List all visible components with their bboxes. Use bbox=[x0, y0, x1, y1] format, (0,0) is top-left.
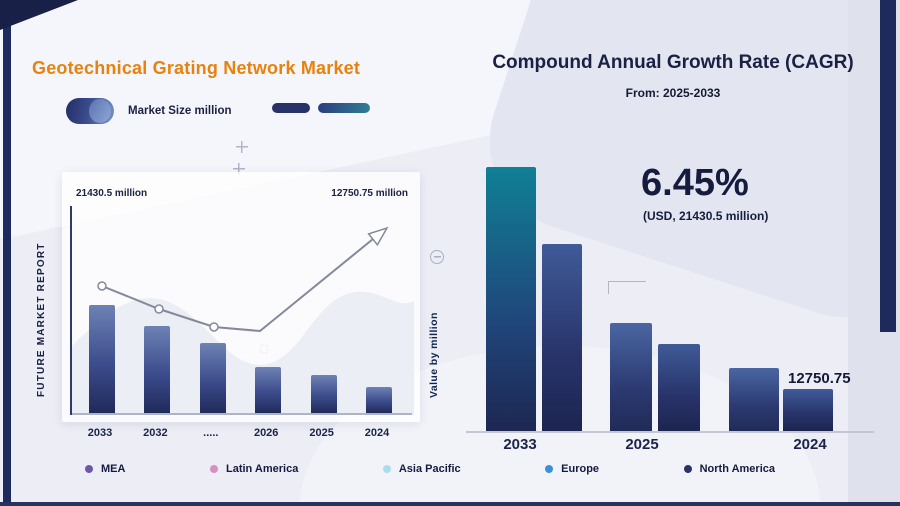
left-x-label-2033: 2033 bbox=[87, 427, 113, 439]
end-market-value-annotation: 12750.75 bbox=[788, 370, 851, 387]
legend-dot bbox=[85, 465, 93, 473]
market-title: Geotechnical Grating Network Market bbox=[32, 58, 361, 78]
legend-item-north-america: North America bbox=[683, 463, 775, 475]
cagr-value: 6.45% bbox=[641, 162, 749, 204]
cylinder-cap bbox=[89, 99, 111, 123]
pill-gradient bbox=[318, 103, 370, 113]
market-size-bar-..... bbox=[199, 343, 226, 413]
market-size-bar-2024 bbox=[366, 387, 392, 413]
legend-dot bbox=[683, 465, 692, 473]
cagr-title: Compound Annual Growth Rate (CAGR) bbox=[492, 52, 854, 73]
legend-pills bbox=[272, 103, 370, 113]
legend-label: Europe bbox=[561, 463, 600, 475]
left-x-label-2026: 2026 bbox=[253, 427, 279, 439]
market-size-bar-2026 bbox=[255, 367, 282, 413]
market-size-legend-label: Market Size million bbox=[128, 105, 232, 117]
plus-decoration-icon bbox=[236, 141, 248, 153]
start-value-label: 21430.5 million bbox=[76, 188, 148, 199]
trend-marker bbox=[209, 322, 219, 332]
legend-label: Asia Pacific bbox=[398, 463, 461, 475]
trend-marker bbox=[154, 304, 164, 314]
right-chart-y-axis-label: Value by million bbox=[428, 312, 440, 398]
cagr-period: From: 2025-2033 bbox=[625, 86, 721, 100]
legend-label: North America bbox=[699, 463, 775, 475]
right-edge-accent-bar bbox=[880, 0, 896, 332]
market-size-bar-2033 bbox=[89, 305, 115, 413]
left-x-label-2032: 2032 bbox=[143, 427, 168, 439]
right-chart-baseline bbox=[466, 431, 874, 433]
cylinder-icon bbox=[66, 98, 114, 124]
legend-item-mea: MEA bbox=[85, 463, 125, 475]
cagr-usd-value: (USD, 21430.5 million) bbox=[643, 209, 769, 223]
legend-item-latin-america: Latin America bbox=[209, 463, 299, 475]
legend-dot bbox=[545, 465, 554, 473]
pill-navy bbox=[272, 103, 310, 113]
bottom-edge-accent-bar bbox=[0, 502, 900, 506]
circle-minus-decoration-icon bbox=[430, 250, 444, 264]
trend-marker bbox=[97, 281, 107, 291]
corner-triangle bbox=[0, 0, 78, 30]
market-size-bar-2025 bbox=[310, 375, 337, 413]
end-value-label: 12750.75 million bbox=[331, 188, 408, 199]
legend-item-europe: Europe bbox=[545, 463, 599, 475]
legend-dot bbox=[382, 465, 391, 473]
market-size-chart-panel: 21430.5 million 12750.75 million bbox=[62, 172, 420, 422]
left-edge-accent-bar bbox=[3, 12, 11, 504]
left-x-label-.....: ..... bbox=[203, 427, 219, 439]
legend-dot bbox=[209, 465, 218, 473]
trend-line-with-arrow bbox=[97, 226, 389, 333]
left-chart-y-axis-label: FUTURE MARKET REPORT bbox=[36, 242, 47, 398]
legend-label: MEA bbox=[101, 463, 126, 475]
market-size-legend: Market Size million bbox=[66, 98, 232, 124]
legend-item-asia-pacific: Asia Pacific bbox=[382, 463, 461, 475]
cagr-bar-2024-s2 bbox=[783, 389, 833, 431]
region-legend: MEA Latin America Asia Pacific Europe North … bbox=[85, 463, 775, 475]
market-size-bar-2032 bbox=[144, 326, 171, 413]
market-size-plot-area bbox=[70, 206, 414, 415]
step-line-decoration bbox=[608, 281, 646, 294]
legend-label: Latin America bbox=[225, 463, 299, 475]
